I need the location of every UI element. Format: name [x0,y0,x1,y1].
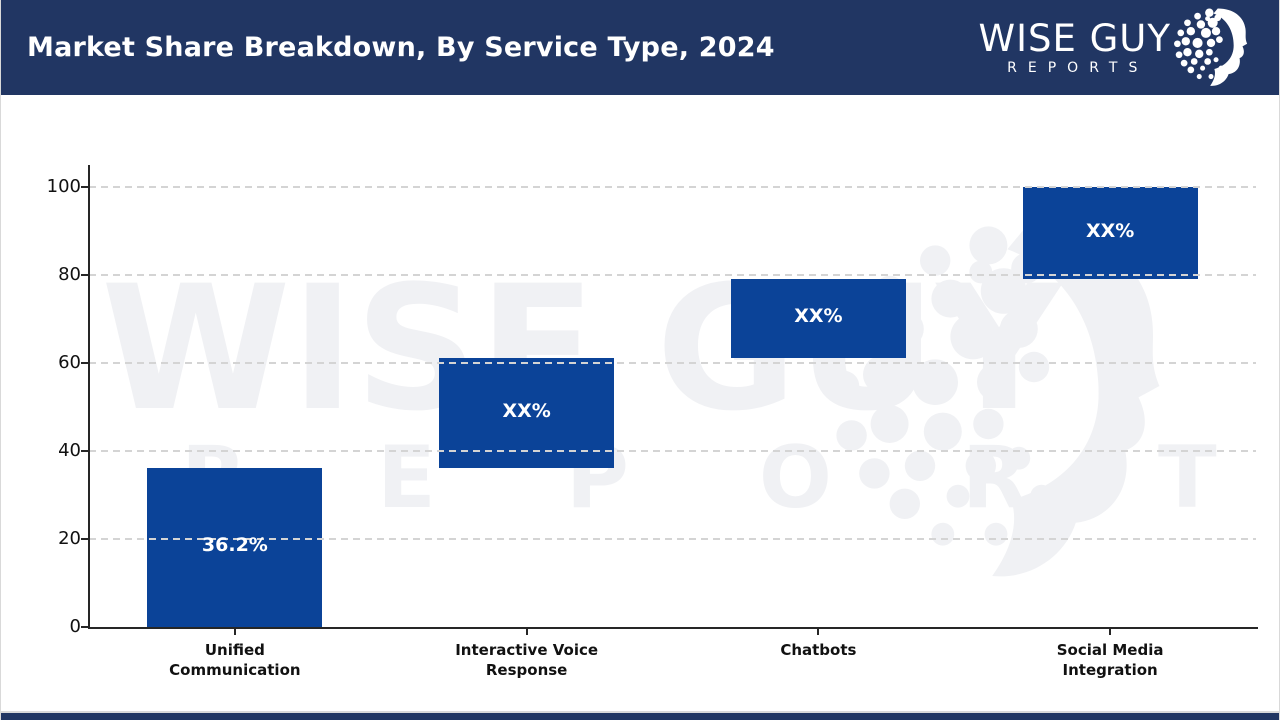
logo-text: WISE GUY REPORTS [978,16,1171,76]
gridline [89,274,1256,276]
x-axis-spine [88,627,1258,629]
gridline [89,186,1256,188]
bar-unified-communication [147,467,323,627]
gridline [89,362,1256,364]
y-tick-label: 40 [58,440,81,461]
category-label-chatbots: Chatbots [780,641,857,659]
dotted-head-icon [1174,8,1248,86]
x-tick-mark [525,629,528,635]
header-bar: Market Share Breakdown, By Service Type,… [1,0,1279,95]
wise-guy-logo: WISE GUY REPORTS [979,6,1255,90]
y-tick-mark [81,450,89,452]
bar-value-label: XX% [502,399,551,422]
x-tick-mark [233,629,236,635]
y-tick-label: 20 [58,528,81,549]
y-tick-mark [81,538,89,540]
x-tick-mark [1109,629,1112,635]
x-tick-mark [817,629,820,635]
y-tick-mark [81,186,89,188]
bar-value-label: 36.2% [201,534,268,557]
logo-subtitle: REPORTS [1007,59,1149,76]
y-tick-label: 0 [69,616,81,637]
watermark-subtitle: R E P O R T S [181,428,1279,528]
y-axis-spine [88,165,90,629]
y-tick-mark [81,274,89,276]
y-tick-label: 60 [58,352,81,373]
gridline [89,450,1256,452]
y-tick-mark [81,362,89,364]
footer-brand-strip [1,713,1279,720]
category-label-social-media-integration: Social Media Integration [1056,641,1164,679]
y-tick-label: 80 [58,264,81,285]
bar-value-label: XX% [1085,219,1135,242]
logo-wordmark: WISE GUY [978,16,1171,60]
bar-interactive-voice-response [439,357,615,468]
footer-divider [1,711,1279,713]
page-title: Market Share Breakdown, By Service Type,… [27,32,775,63]
category-label-interactive-voice-response: Interactive Voice Response [455,641,599,679]
category-label-unified-communication: Unified Communication [169,641,301,679]
y-tick-label: 100 [46,176,81,197]
gridline [89,538,1256,540]
bar-value-label: XX% [794,305,843,328]
y-tick-mark [81,626,89,628]
